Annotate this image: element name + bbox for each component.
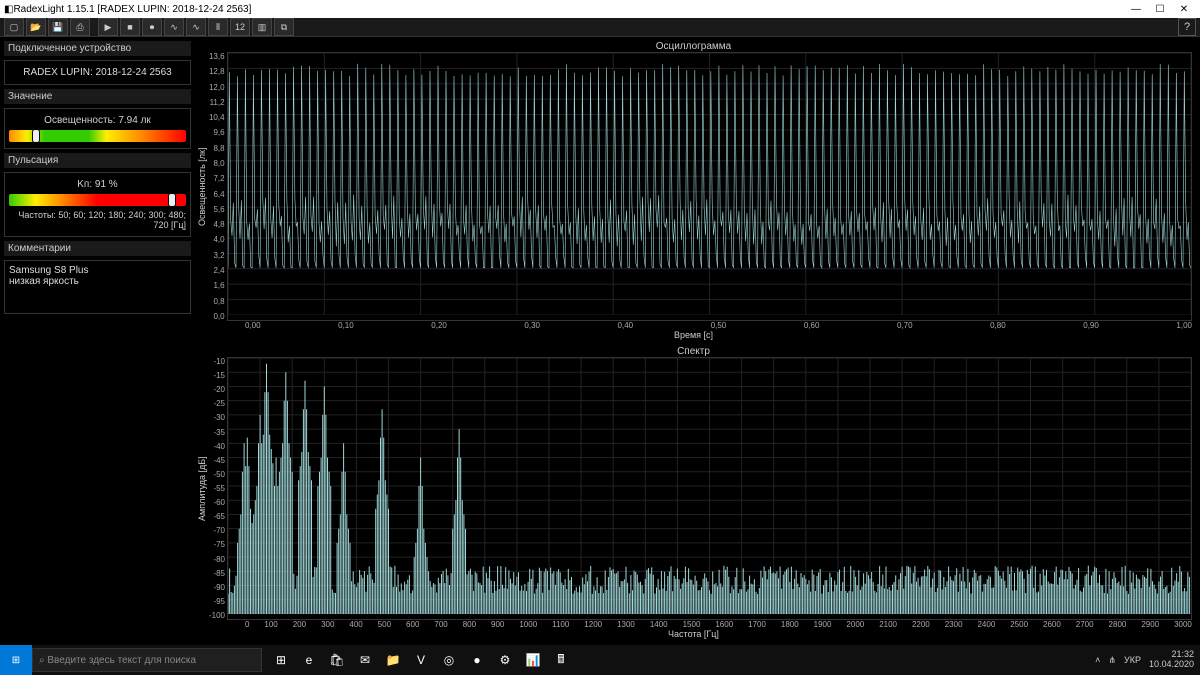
save-icon[interactable]: 💾 <box>48 18 68 36</box>
system-tray: ˄ ⋔ УКР 21:32 10.04.2020 <box>1095 650 1200 670</box>
freq-value: 50; 60; 120; 180; 240; 300; 480; 720 [Гц… <box>58 210 186 230</box>
new-icon[interactable]: ▢ <box>4 18 24 36</box>
spectrum-chart: Спектр Амплитуда [дБ] -10-15-20-25-30-35… <box>195 346 1192 639</box>
start-button[interactable]: ⊞ <box>0 645 32 675</box>
search-icon: ⌕ <box>39 655 45 666</box>
help-button[interactable]: ? <box>1178 18 1196 36</box>
spec-ylabel: Амплитуда [дБ] <box>195 357 209 620</box>
taskbar-app-icon[interactable]: V <box>410 649 432 671</box>
taskbar-app-icon[interactable]: ● <box>466 649 488 671</box>
lux-gauge <box>9 130 186 142</box>
app-icon: ◧ <box>4 4 13 15</box>
print-icon[interactable]: ⎙ <box>70 18 90 36</box>
comment-line-1: Samsung S8 Plus <box>9 265 186 276</box>
sidebar: Подключенное устройство RADEX LUPIN: 201… <box>0 37 195 645</box>
search-placeholder: Введите здесь текст для поиска <box>47 655 196 666</box>
record-icon[interactable]: ⏺ <box>142 18 162 36</box>
value-header: Значение <box>4 89 191 104</box>
spectrum-icon[interactable]: ⫴ <box>208 18 228 36</box>
tray-network-icon[interactable]: ⋔ <box>1108 655 1116 666</box>
freq-line: Частоты: 50; 60; 120; 180; 240; 300; 480… <box>9 210 186 230</box>
maximize-button[interactable]: ☐ <box>1148 4 1172 15</box>
device-name: RADEX LUPIN: 2018-12-24 2563 <box>9 67 186 78</box>
taskbar-app-icon[interactable]: ✉ <box>354 649 376 671</box>
oscilloscope-chart: Осциллограмма Освещенность [лк] 13,612,8… <box>195 41 1192 340</box>
spec-xaxis: 0100200300400500600700800900100011001200… <box>245 620 1192 629</box>
osc-xaxis: 0,000,100,200,300,400,500,600,700,800,90… <box>245 321 1192 330</box>
play-icon[interactable]: ▶ <box>98 18 118 36</box>
taskbar-app-icon[interactable]: 🖩 <box>550 649 572 671</box>
device-header: Подключенное устройство <box>4 41 191 56</box>
graph-icon[interactable]: ⧉ <box>274 18 294 36</box>
kn-gauge <box>9 194 186 206</box>
toolbar: ▢ 📂 💾 ⎙ ▶ ■ ⏺ ∿ ∿ ⫴ 12 ▥ ⧉ ? <box>0 18 1200 37</box>
tray-lang[interactable]: УКР <box>1124 655 1141 665</box>
search-box[interactable]: ⌕ Введите здесь текст для поиска <box>32 648 262 672</box>
taskbar-app-icon[interactable]: e <box>298 649 320 671</box>
window-title: RadexLight 1.15.1 [RADEX LUPIN: 2018-12-… <box>13 4 251 15</box>
taskbar-app-icon[interactable]: ⊞ <box>270 649 292 671</box>
value-panel: Освещенность: 7.94 лк <box>4 108 191 149</box>
osc-xlabel: Время [с] <box>195 330 1192 340</box>
spec-xlabel: Частота [Гц] <box>195 629 1192 639</box>
close-button[interactable]: ✕ <box>1172 4 1196 15</box>
taskbar: ⊞ ⌕ Введите здесь текст для поиска ⊞ e 🛍 ✉ 📁… <box>0 645 1200 675</box>
lux-marker <box>32 129 40 143</box>
spec-title: Спектр <box>195 346 1192 357</box>
comments-box[interactable]: Samsung S8 Plus низкая яркость <box>4 260 191 314</box>
freq-label: Частоты: <box>18 210 55 220</box>
tray-date: 10.04.2020 <box>1149 660 1194 670</box>
pulsation-header: Пульсация <box>4 153 191 168</box>
app-window: ▢ 📂 💾 ⎙ ▶ ■ ⏺ ∿ ∿ ⫴ 12 ▥ ⧉ ? Подключенно… <box>0 18 1200 645</box>
bar-icon[interactable]: ▥ <box>252 18 272 36</box>
taskbar-apps: ⊞ e 🛍 ✉ 📁 V ◎ ● ⚙ 📊 🖩 <box>270 649 572 671</box>
pulsation-panel: Kп: 91 % Частоты: 50; 60; 120; 180; 240;… <box>4 172 191 237</box>
tray-up-icon[interactable]: ˄ <box>1095 655 1100 665</box>
numeric-icon[interactable]: 12 <box>230 18 250 36</box>
osc-plot[interactable] <box>227 52 1192 321</box>
charts-area: Осциллограмма Освещенность [лк] 13,612,8… <box>195 37 1200 645</box>
kn-label: Kп: 91 % <box>9 179 186 190</box>
wave-icon[interactable]: ∿ <box>164 18 184 36</box>
comment-line-2: низкая яркость <box>9 276 186 287</box>
taskbar-app-icon[interactable]: 📁 <box>382 649 404 671</box>
osc-ylabel: Освещенность [лк] <box>195 52 209 321</box>
osc-title: Осциллограмма <box>195 41 1192 52</box>
os-titlebar: ◧ RadexLight 1.15.1 [RADEX LUPIN: 2018-1… <box>0 0 1200 18</box>
wave2-icon[interactable]: ∿ <box>186 18 206 36</box>
taskbar-app-icon[interactable]: ⚙ <box>494 649 516 671</box>
tray-clock[interactable]: 21:32 10.04.2020 <box>1149 650 1194 670</box>
comments-header: Комментарии <box>4 241 191 256</box>
osc-yaxis: 13,612,812,011,210,49,68,88,07,26,45,64,… <box>209 52 227 321</box>
spec-yaxis: -10-15-20-25-30-35-40-45-50-55-60-65-70-… <box>209 357 227 620</box>
open-icon[interactable]: 📂 <box>26 18 46 36</box>
spec-plot[interactable] <box>227 357 1192 620</box>
lux-label: Освещенность: 7.94 лк <box>9 115 186 126</box>
kn-marker <box>168 193 176 207</box>
stop-icon[interactable]: ■ <box>120 18 140 36</box>
taskbar-app-icon[interactable]: 🛍 <box>326 649 348 671</box>
taskbar-app-icon[interactable]: 📊 <box>522 649 544 671</box>
device-panel: RADEX LUPIN: 2018-12-24 2563 <box>4 60 191 85</box>
taskbar-app-icon[interactable]: ◎ <box>438 649 460 671</box>
minimize-button[interactable]: — <box>1124 4 1148 15</box>
